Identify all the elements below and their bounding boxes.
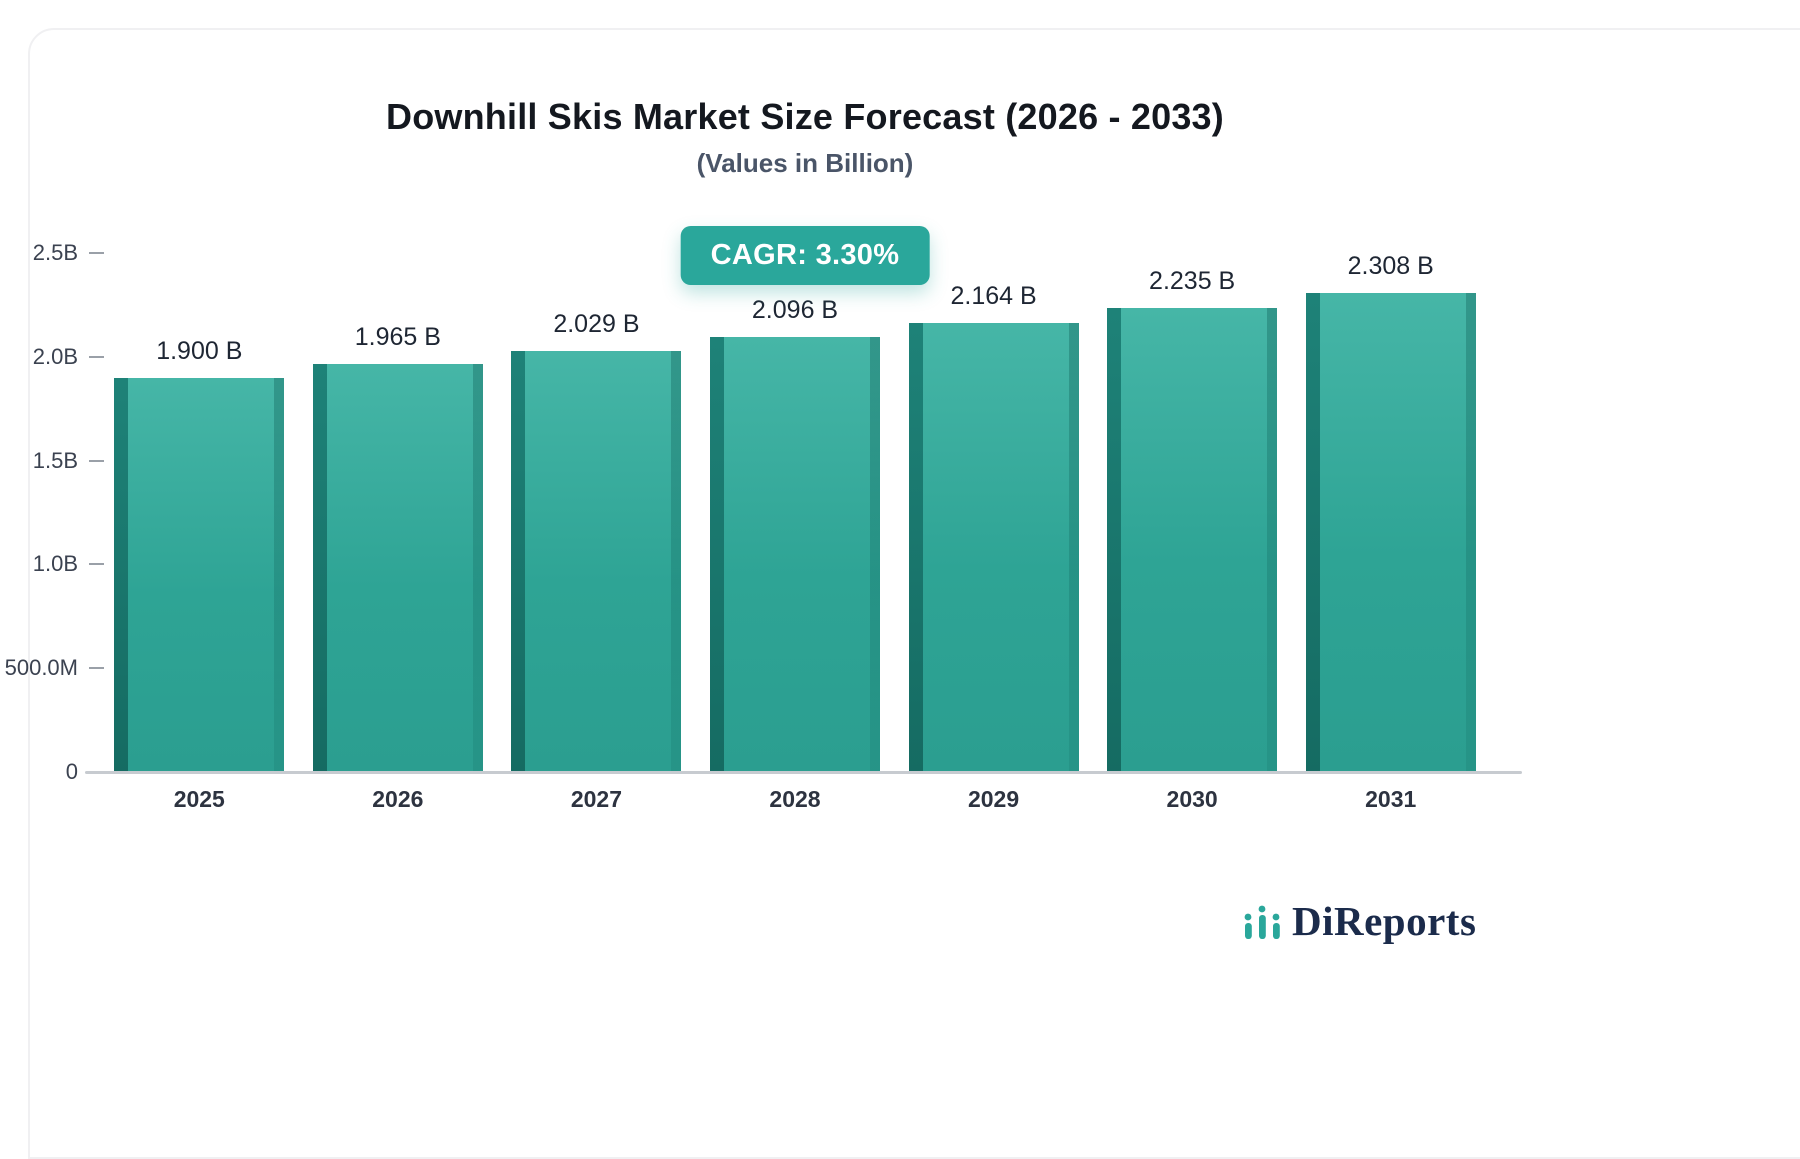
- y-axis-tick-label: 1.5B: [32, 447, 78, 473]
- bar: [511, 350, 682, 773]
- bar-group: 1.900 B: [114, 253, 285, 773]
- y-axis-tick: 2.5B: [0, 239, 104, 267]
- x-axis-label: 2027: [570, 786, 622, 812]
- y-axis-tick: 1.5B: [0, 447, 104, 475]
- bar-group: 2.029 B: [511, 253, 682, 773]
- bar-value-label: 2.235 B: [1149, 267, 1236, 296]
- bar-value-label: 2.096 B: [751, 295, 839, 324]
- bar: [710, 336, 880, 773]
- chart-title: Downhill Skis Market Size Forecast (2026…: [386, 96, 1224, 137]
- bar-group: 2.235 B: [1107, 253, 1278, 772]
- x-axis-label: 2029: [967, 786, 1020, 812]
- bar-chart-icon: [1244, 905, 1280, 939]
- y-axis-tick-label: 2.0B: [32, 343, 78, 369]
- x-axis-label: 2031: [1365, 786, 1417, 812]
- bar-value-label: 1.965 B: [354, 323, 441, 352]
- chart-subtitle: (Values in Billion): [696, 148, 914, 178]
- tick-mark: [89, 459, 104, 462]
- x-axis-label: 2026: [372, 786, 424, 812]
- bar: [1305, 292, 1476, 773]
- y-axis-tick-label: 500.0M: [4, 655, 78, 681]
- cagr-badge: CAGR: 3.30%: [680, 226, 930, 285]
- x-axis-label: 2030: [1166, 786, 1218, 812]
- bar-group: 1.965 B: [312, 253, 483, 772]
- y-axis-tick: 1.0B: [0, 550, 104, 578]
- x-axis-labels: 2025 2026 2027 2028 2029 2030 2031: [100, 786, 1490, 826]
- y-axis-tick-label: 2.5B: [32, 240, 78, 265]
- plot-area: 1.900 B 1.965 B 2.029 B 2.096 B 2.164 B 2.235…: [100, 251, 1490, 773]
- tick-mark: [89, 355, 104, 358]
- bar-group: 2.308 B: [1305, 251, 1476, 773]
- bar: [114, 377, 285, 773]
- y-axis-tick-label: 1.0B: [32, 551, 78, 577]
- y-axis: 2.5B 2.0B 1.5B 1.0B 500.0M 0: [0, 240, 104, 784]
- y-axis-tick: 2.0B: [0, 343, 104, 371]
- bar-value-label: 2.029 B: [553, 309, 640, 338]
- tick-mark: [89, 667, 104, 670]
- bar-value-label: 2.308 B: [1347, 251, 1434, 280]
- brand-name: DiReports: [1292, 897, 1477, 944]
- x-axis-line: [85, 771, 1522, 774]
- tick-mark: [89, 563, 104, 566]
- x-axis-label: 2025: [173, 786, 225, 812]
- bar: [1107, 308, 1278, 772]
- bar-group: 2.096 B: [710, 253, 880, 773]
- bar: [908, 322, 1079, 773]
- tick-mark: [89, 252, 104, 254]
- bar-group: 2.164 B: [908, 253, 1079, 773]
- y-axis-tick: 500.0M: [0, 654, 104, 682]
- bar: [312, 364, 483, 772]
- x-axis-label: 2028: [769, 786, 821, 812]
- brand-logo: DiReports: [1238, 896, 1476, 944]
- y-axis-tick-label: 0: [65, 759, 78, 784]
- bar-value-label: 1.900 B: [156, 336, 243, 365]
- bar-value-label: 2.164 B: [950, 281, 1037, 310]
